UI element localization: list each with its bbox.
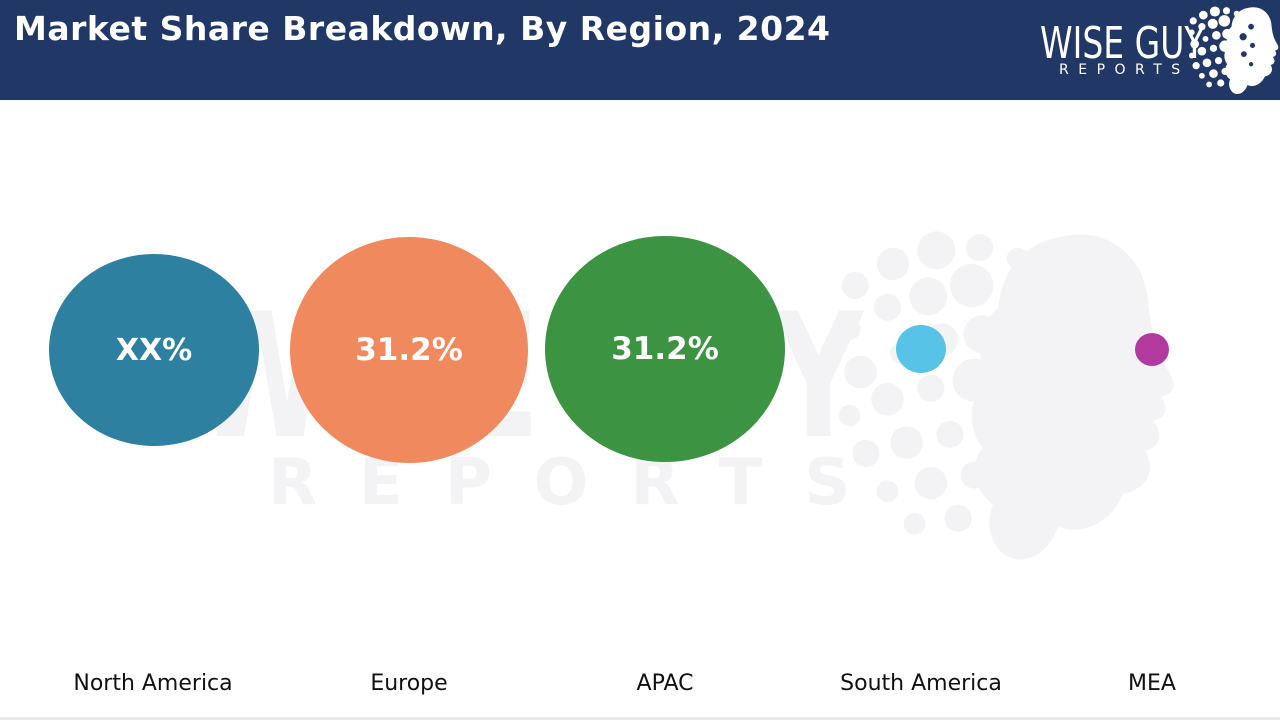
logo-wordmark: WISE GUY — [1040, 18, 1205, 69]
bubble-value-label: 31.2% — [611, 331, 719, 367]
region-label-north-america: North America — [73, 671, 233, 696]
bubble-apac: 31.2% — [545, 236, 785, 462]
wise-guy-head-icon — [1188, 6, 1279, 95]
watermark-head-icon — [838, 231, 1174, 560]
bubble-value-label: 31.2% — [355, 332, 463, 368]
region-label-apac: APAC — [636, 671, 694, 696]
bubble-europe: 31.2% — [290, 237, 528, 463]
logo-subtitle: REPORTS — [1059, 62, 1190, 78]
region-label-europe: Europe — [370, 671, 448, 696]
bubble-mea — [1135, 333, 1169, 366]
bottom-divider — [0, 717, 1280, 720]
region-label-mea: MEA — [1128, 671, 1176, 696]
bubble-north-america: XX% — [49, 254, 259, 446]
region-label-south-america: South America — [840, 671, 1002, 696]
page-title: Market Share Breakdown, By Region, 2024 — [14, 9, 831, 48]
bubble-value-label: XX% — [115, 332, 193, 368]
watermark-subtitle: REPORTS — [268, 446, 893, 520]
bubble-south-america — [896, 325, 946, 373]
header: Market Share Breakdown, By Region, 2024 … — [0, 0, 1280, 100]
